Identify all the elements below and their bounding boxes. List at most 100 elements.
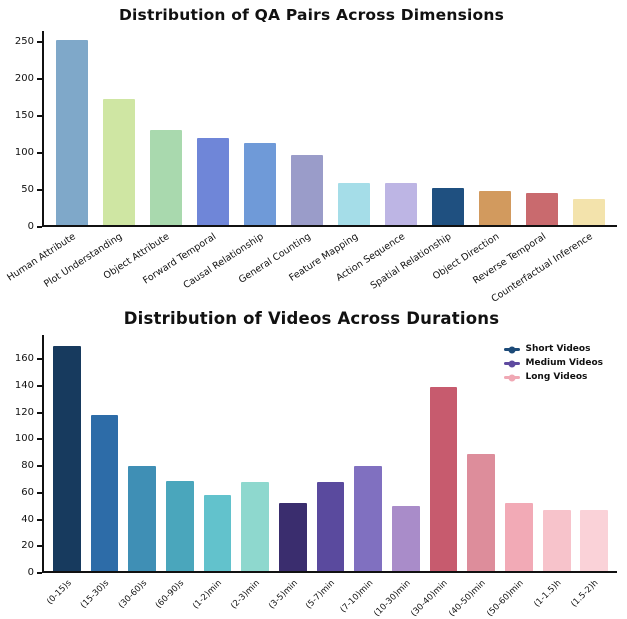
x-tick-15-30-s: (15-30)s <box>79 573 124 617</box>
plot-column: Short Videos Medium Videos Long Videos (0-… <box>42 335 617 619</box>
y-tick-200: 200 <box>6 74 42 84</box>
bar-5-7-min <box>316 482 345 571</box>
legend-item-medium-videos: Medium Videos <box>503 357 603 369</box>
bar-60-90-s <box>165 480 194 571</box>
x-tick-2-3-min: (2-3)min <box>229 573 275 617</box>
y-tick-label: 40 <box>21 513 34 525</box>
bar-slot-counterfactual-inference <box>566 31 613 225</box>
y-tick-80: 80 <box>6 461 42 471</box>
y-tick-label: 50 <box>21 184 34 196</box>
y-tick-150: 150 <box>6 111 42 121</box>
y-tick-mark <box>37 78 42 81</box>
bar-slot-human-attribute <box>48 31 95 225</box>
chart-title: Distribution of Videos Across Durations <box>123 309 500 328</box>
bar-slot-causal-relationship <box>236 31 283 225</box>
bar-slot-10-30-min <box>387 335 425 571</box>
y-tick-mark <box>37 384 42 387</box>
y-tick-label: 80 <box>21 460 34 472</box>
x-tick-60-90-s: (60-90)s <box>154 573 199 617</box>
bar-spatial-relationship <box>432 188 465 225</box>
y-tick-50: 50 <box>6 185 42 195</box>
bar-slot-1-2-min <box>199 335 237 571</box>
bar-slot-forward-temporal <box>189 31 236 225</box>
y-tick-mark <box>37 226 42 228</box>
bar-slot-5-7-min <box>312 335 350 571</box>
y-tick-100: 100 <box>6 434 42 444</box>
bar-slot-3-5-min <box>274 335 312 571</box>
y-tick-60: 60 <box>6 486 42 498</box>
x-tick-label: (1-1.5)h <box>531 578 564 610</box>
x-tick-1-5-2-h: (1.5-2)h <box>570 573 613 617</box>
legend-label: Short Videos <box>525 344 591 354</box>
bar-0-15-s <box>52 345 81 571</box>
chart-title: Distribution of QA Pairs Across Dimensio… <box>118 6 505 24</box>
legend-label: Medium Videos <box>525 357 603 368</box>
bar-1-2-min <box>203 495 232 571</box>
y-tick-label: 150 <box>14 110 34 122</box>
y-tick-120: 120 <box>6 406 42 418</box>
y-tick-20: 20 <box>6 541 42 551</box>
legend-marker-icon <box>503 362 520 366</box>
bar-slot-reverse-temporal <box>519 31 566 225</box>
bar-slot-50-60-min <box>500 335 538 571</box>
bar-slot-action-sequence <box>378 31 425 225</box>
bar-slot-feature-mapping <box>330 31 377 225</box>
plot-area: Short Videos Medium Videos Long Videos <box>42 335 617 573</box>
bar-object-attribute <box>149 129 182 225</box>
y-tick-label: 160 <box>14 353 34 365</box>
y-tick-label: 0 <box>27 221 34 232</box>
bar-slot-2-3-min <box>236 335 274 571</box>
plot-area <box>42 31 617 227</box>
y-tick-160: 160 <box>6 354 42 364</box>
bar-1-1-5-h <box>542 510 571 571</box>
legend-item-short-videos: Short Videos <box>503 344 603 355</box>
y-tick-0: 0 <box>6 222 42 232</box>
y-tick-mark <box>37 491 42 494</box>
bar-30-40-min <box>429 386 458 571</box>
y-tick-label: 100 <box>14 147 34 159</box>
x-axis-labels: Human Attribute Plot Understanding Object … <box>5 227 618 305</box>
y-tick-mark <box>37 465 42 468</box>
bar-general-counting <box>290 155 323 225</box>
y-tick-250: 250 <box>6 37 42 47</box>
bar-2-3-min <box>241 482 270 571</box>
y-tick-0: 0 <box>6 568 42 578</box>
bar-50-60-min <box>504 503 533 571</box>
y-tick-mark <box>37 115 42 118</box>
bar-plot-understanding <box>102 99 135 225</box>
bar-1-5-2-h <box>580 510 609 571</box>
y-tick-mark <box>37 152 42 155</box>
bar-action-sequence <box>385 183 418 225</box>
y-tick-mark <box>37 41 42 44</box>
x-tick-counterfactual-inference: Counterfactual Inference <box>490 227 613 305</box>
bar-3-5-min <box>278 503 307 571</box>
y-tick-label: 120 <box>14 406 34 418</box>
bar-reverse-temporal <box>526 192 559 225</box>
y-axis: 0 20 40 60 80 100 120 140 160 <box>6 335 42 578</box>
y-tick-label: 60 <box>21 486 34 498</box>
bar-human-attribute <box>55 39 88 225</box>
y-tick-40: 40 <box>6 513 42 525</box>
bar-forward-temporal <box>196 137 229 225</box>
legend-label: Long Videos <box>525 371 588 382</box>
bar-counterfactual-inference <box>573 198 606 225</box>
y-tick-label: 200 <box>14 73 34 85</box>
legend: Short Videos Medium Videos Long Videos <box>499 343 607 385</box>
bar-feature-mapping <box>338 183 370 225</box>
legend-marker-icon <box>503 376 520 380</box>
x-tick-50-60-min: (50-60)min <box>485 573 538 619</box>
qa-dimensions-chart: Distribution of QA Pairs Across Dimensio… <box>5 6 618 305</box>
y-tick-100: 100 <box>6 148 42 158</box>
bar-slot-40-50-min <box>462 335 500 571</box>
y-tick-mark <box>37 411 42 414</box>
bar-causal-relationship <box>243 143 276 225</box>
x-tick-label: (1.5-2)h <box>569 578 601 610</box>
x-tick-1-1-5-h: (1-1.5)h <box>532 573 576 617</box>
y-tick-mark <box>37 518 42 521</box>
bar-slot-1-5-2-h <box>575 335 613 571</box>
legend-item-long-videos: Long Videos <box>503 371 603 383</box>
y-tick-mark <box>37 545 42 548</box>
bar-slot-general-counting <box>283 31 330 225</box>
y-tick-label: 140 <box>14 379 34 391</box>
